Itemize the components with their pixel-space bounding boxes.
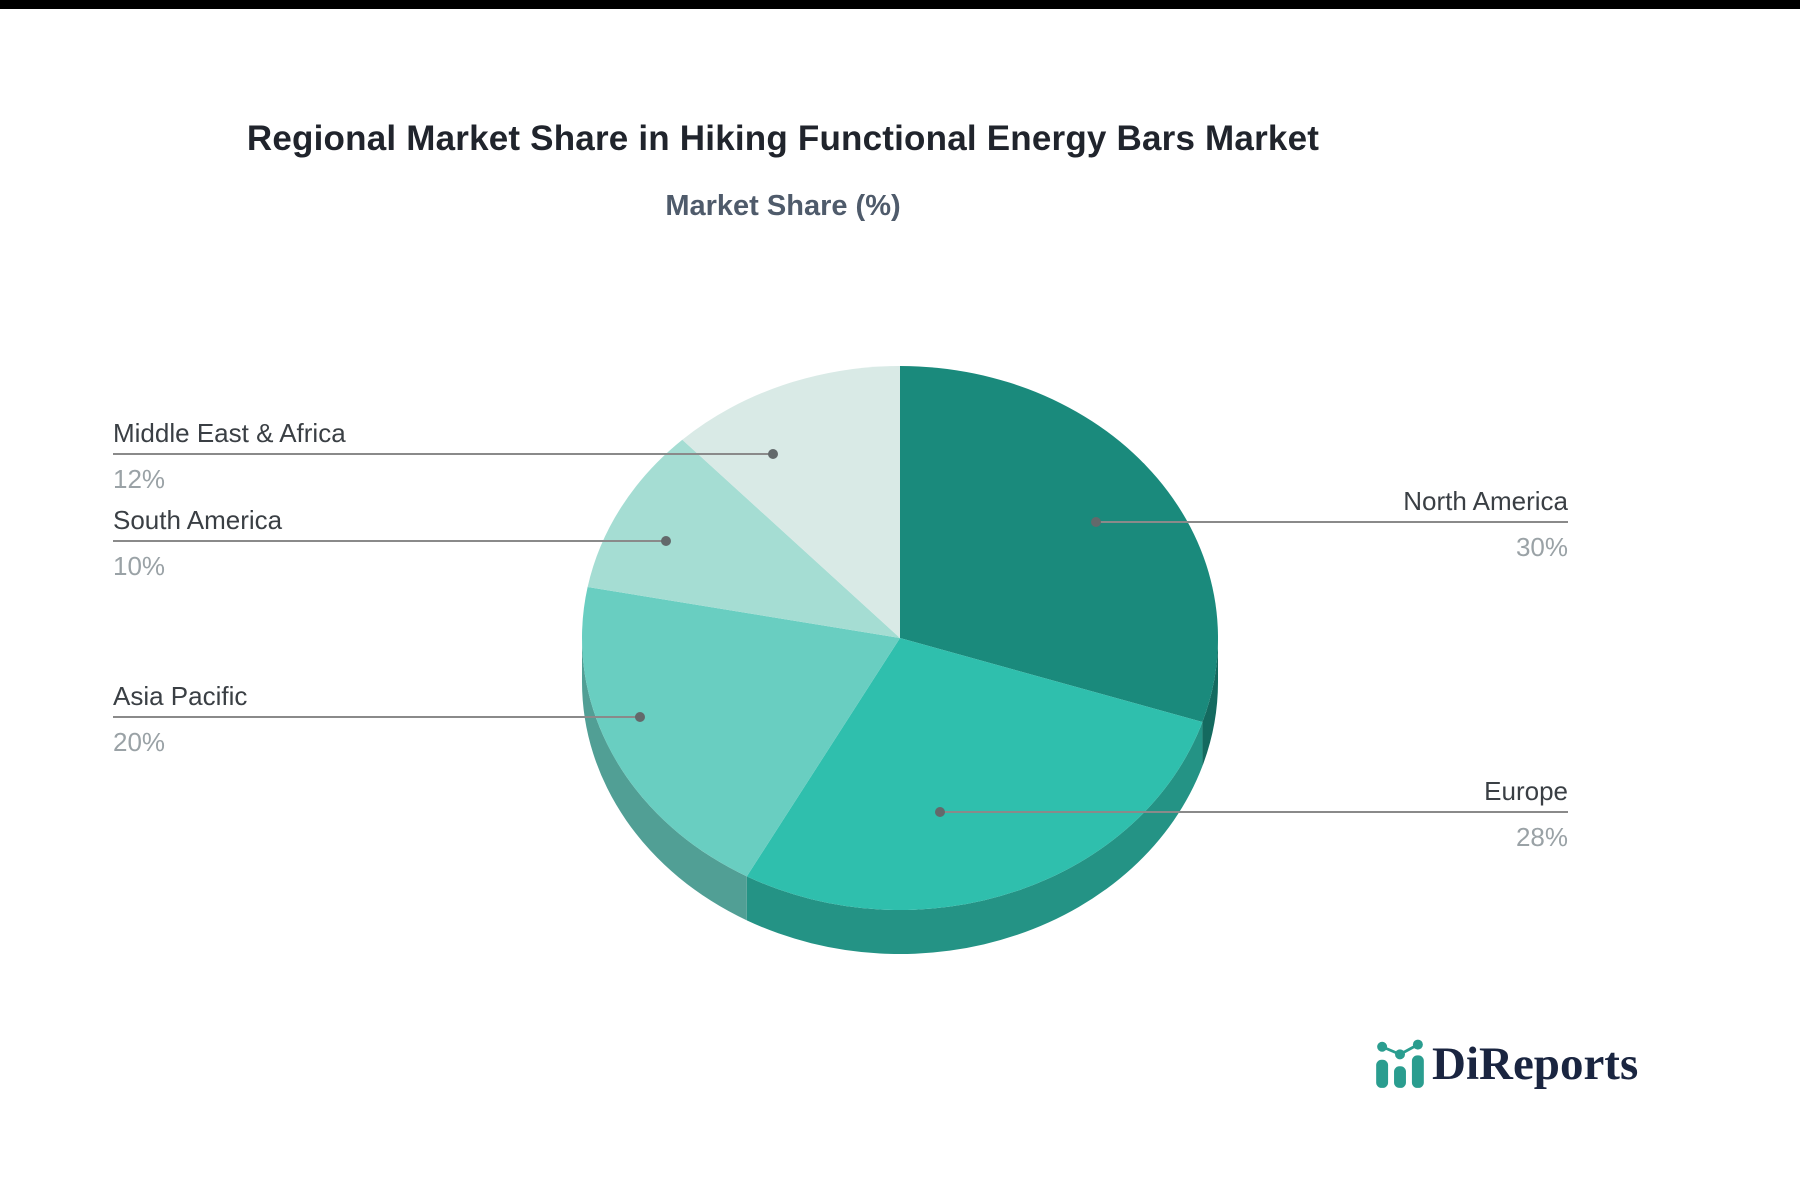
- slice-value-3: 10%: [113, 551, 166, 581]
- slice-value-4: 12%: [113, 464, 166, 494]
- pie-slice-north-america[interactable]: [900, 366, 1219, 723]
- chart-title: Regional Market Share in Hiking Function…: [246, 119, 1320, 158]
- chart-subtitle: Market Share (%): [665, 190, 901, 222]
- slice-value-0: 30%: [1515, 532, 1568, 562]
- leader-dot: [768, 449, 778, 459]
- pie-slice-depth-2: [582, 638, 747, 921]
- slice-label-2: Asia Pacific: [113, 681, 248, 711]
- window-top-edge: [0, 0, 1800, 9]
- slice-value-1: 28%: [1515, 822, 1568, 852]
- pie-slice-middle-east-africa[interactable]: [682, 366, 900, 638]
- direports-logo: DiReports: [1374, 1038, 1638, 1090]
- slice-label-4: Middle East & Africa: [113, 418, 346, 448]
- slice-label-1: Europe: [1484, 776, 1568, 806]
- logo-text: DiReports: [1432, 1038, 1639, 1090]
- pie-slice-europe[interactable]: [746, 638, 1203, 911]
- pie-slice-south-america[interactable]: [587, 439, 900, 638]
- bar-line-chart-icon: [1376, 1039, 1424, 1088]
- leader-dot: [935, 807, 945, 817]
- leader-dot: [635, 712, 645, 722]
- pie-slice-asia-pacific[interactable]: [581, 587, 900, 877]
- pie-slice-depth-1: [746, 722, 1203, 955]
- slice-label-0: North America: [1403, 486, 1568, 516]
- leader-dot: [661, 536, 671, 546]
- slice-value-2: 20%: [113, 727, 166, 757]
- leader-dot: [1091, 517, 1101, 527]
- pie-slice-depth-0: [1202, 638, 1218, 767]
- slice-label-3: South America: [113, 505, 283, 535]
